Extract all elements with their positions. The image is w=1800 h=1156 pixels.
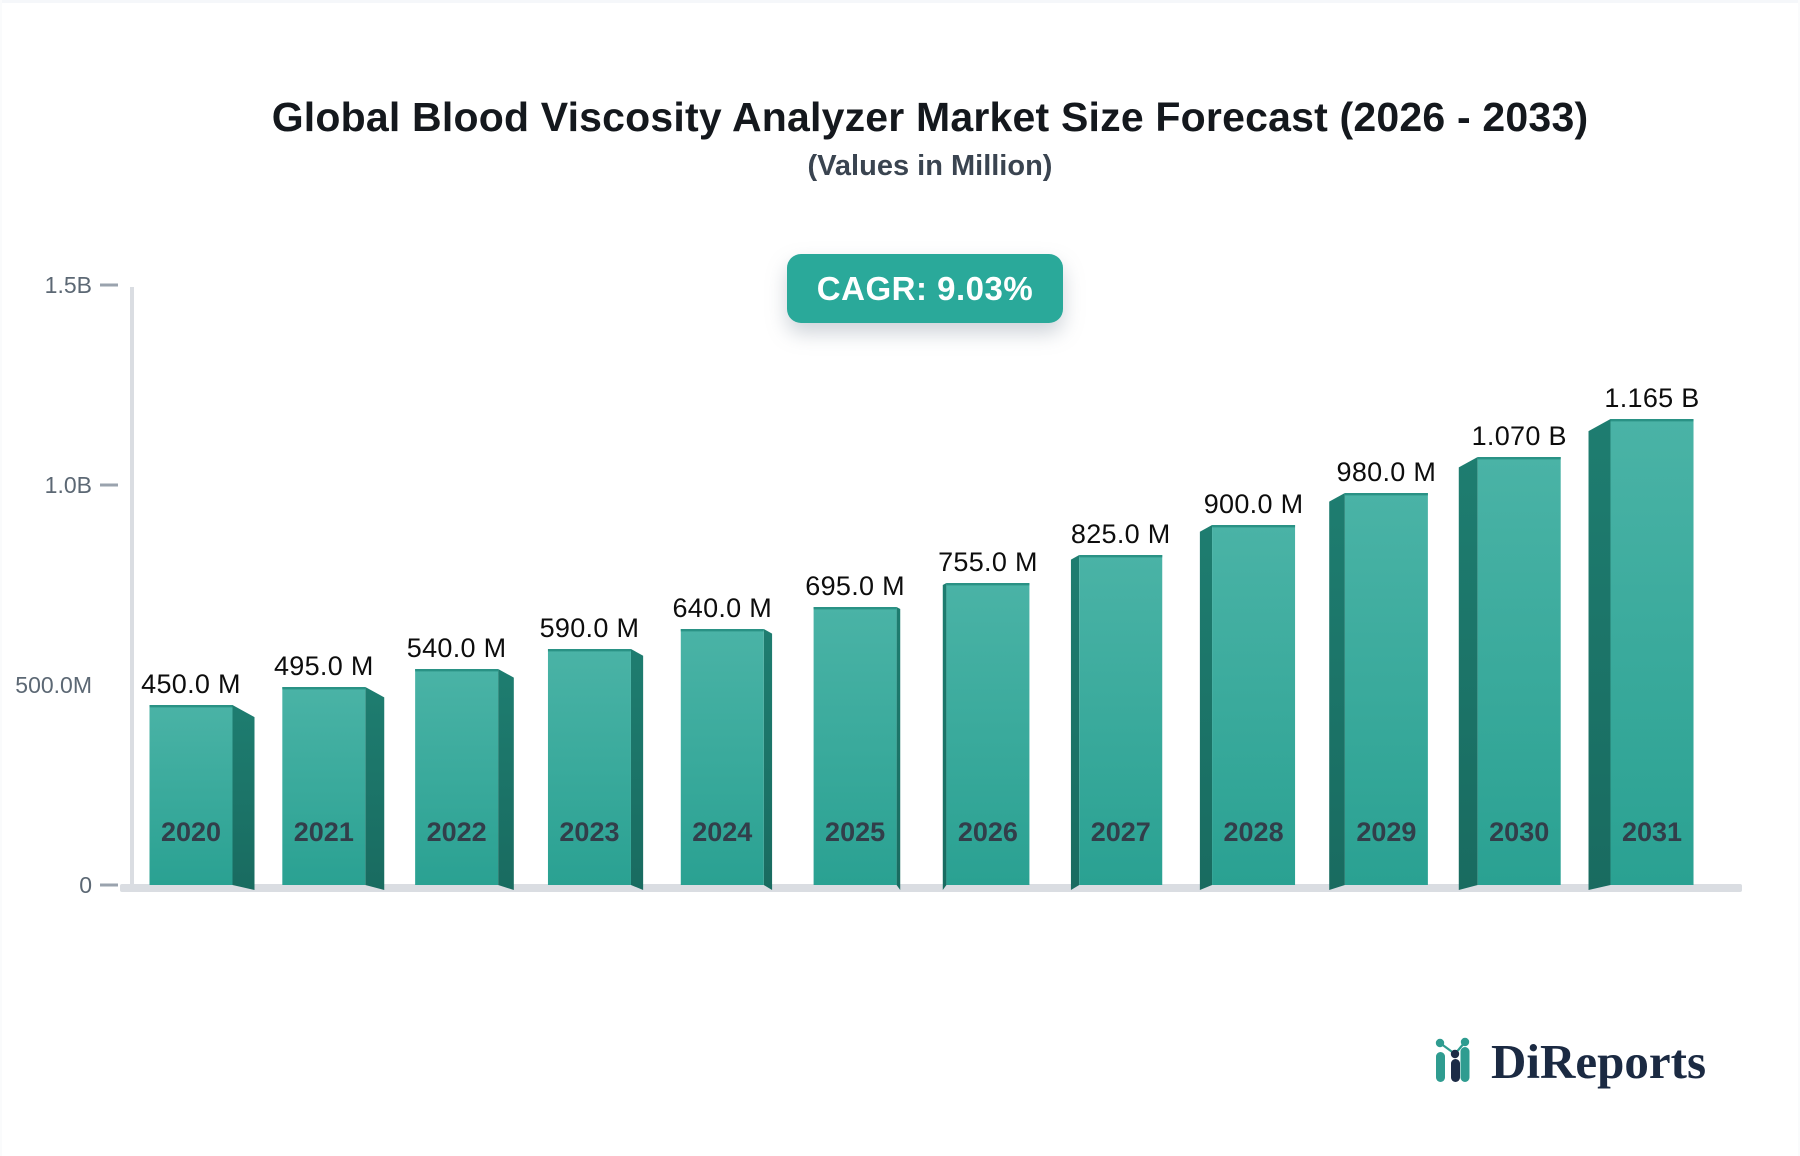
- y-axis-line: [130, 287, 134, 885]
- bar-value-label: 900.0 M: [1204, 489, 1304, 519]
- bar-2027: 825.0 M 2027: [1070, 519, 1171, 890]
- bar-2028: 900.0 M 2028: [1199, 489, 1304, 890]
- page-top-border: [0, 0, 1800, 3]
- bar-2024: 640.0 M 2024: [672, 593, 773, 890]
- bar-2026: 755.0 M 2026: [938, 547, 1038, 890]
- bar-front-face: [946, 583, 1030, 885]
- bar-front-face: [547, 649, 631, 885]
- chart-subtitle: (Values in Million): [807, 150, 1053, 182]
- bar-value-label: 640.0 M: [672, 593, 772, 623]
- bar-front-face: [1477, 457, 1561, 885]
- y-tick-dash: [100, 483, 118, 487]
- bar-front-face: [680, 629, 764, 885]
- bar-value-label: 1.070 B: [1472, 421, 1567, 451]
- bar-side-face: [1458, 457, 1478, 890]
- bar-side-face: [1588, 419, 1611, 890]
- page-left-border: [0, 0, 2, 1156]
- bar-front-face: [149, 705, 233, 885]
- bar-2023: 590.0 M 2023: [540, 613, 644, 890]
- y-tick-dash: [100, 883, 118, 887]
- x-tick-label-2031: 2031: [1622, 817, 1682, 847]
- bar-value-label: 540.0 M: [407, 633, 507, 663]
- bar-side-face: [232, 705, 255, 890]
- y-tick-label: 1.5B: [45, 272, 92, 298]
- bar-2029: 980.0 M 2029: [1329, 457, 1436, 890]
- x-axis-baseline: [120, 884, 1742, 892]
- bar-value-label: 755.0 M: [938, 547, 1038, 577]
- bar-2031: 1.165 B 2031: [1588, 383, 1699, 890]
- bar-2022: 540.0 M 2022: [407, 633, 514, 890]
- bar-front-face: [1079, 555, 1163, 885]
- x-tick-label-2026: 2026: [958, 817, 1018, 847]
- x-tick-label-2028: 2028: [1224, 817, 1284, 847]
- bar-value-label: 590.0 M: [540, 613, 640, 643]
- bar-value-label: 825.0 M: [1071, 519, 1171, 549]
- brand-logo: DiReports: [1432, 1036, 1706, 1088]
- x-tick-label-2020: 2020: [161, 817, 221, 847]
- bar-side-face: [1199, 525, 1213, 890]
- bar-value-label: 450.0 M: [141, 669, 241, 699]
- bar-2025: 695.0 M 2025: [805, 571, 905, 890]
- bar-value-label: 495.0 M: [274, 651, 374, 681]
- bar-side-face: [630, 649, 644, 890]
- bar-side-face: [1329, 493, 1345, 890]
- y-tick-label: 1.0B: [45, 472, 92, 498]
- bar-side-face: [763, 629, 773, 890]
- bar-value-label: 695.0 M: [805, 571, 905, 601]
- bar-front-face: [1212, 525, 1296, 885]
- y-tick-label: 500.0M: [15, 672, 92, 698]
- bar-front-face: [813, 607, 897, 885]
- x-tick-label-2025: 2025: [825, 817, 885, 847]
- cagr-badge: CAGR: 9.03%: [787, 254, 1063, 323]
- brand-chart-icon: [1435, 1037, 1470, 1082]
- bar-2020: 450.0 M 2020: [141, 669, 255, 890]
- brand-name: DiReports: [1491, 1034, 1707, 1089]
- y-tick-dash: [100, 283, 118, 287]
- x-tick-label-2030: 2030: [1489, 817, 1549, 847]
- bar-front-face: [1610, 419, 1694, 885]
- bar-side-face: [942, 583, 947, 890]
- x-tick-label-2023: 2023: [559, 817, 619, 847]
- chart-title: Global Blood Viscosity Analyzer Market S…: [271, 94, 1589, 140]
- bar-2021: 495.0 M 2021: [274, 651, 385, 890]
- y-tick-label: 0: [79, 872, 92, 898]
- x-tick-label-2024: 2024: [692, 817, 752, 847]
- bar-2030: 1.070 B 2030: [1458, 421, 1567, 890]
- page-right-border: [1798, 0, 1800, 1156]
- bar-side-face: [896, 607, 901, 890]
- bar-front-face: [1344, 493, 1428, 885]
- x-tick-label-2021: 2021: [294, 817, 354, 847]
- bar-value-label: 980.0 M: [1337, 457, 1437, 487]
- x-tick-label-2022: 2022: [427, 817, 487, 847]
- bar-value-label: 1.165 B: [1604, 383, 1699, 413]
- bar-side-face: [498, 669, 514, 890]
- bar-side-face: [365, 687, 385, 890]
- bar-front-face: [282, 687, 366, 885]
- bar-front-face: [415, 669, 499, 885]
- x-tick-label-2029: 2029: [1356, 817, 1416, 847]
- bar-side-face: [1070, 555, 1080, 890]
- x-tick-label-2027: 2027: [1091, 817, 1151, 847]
